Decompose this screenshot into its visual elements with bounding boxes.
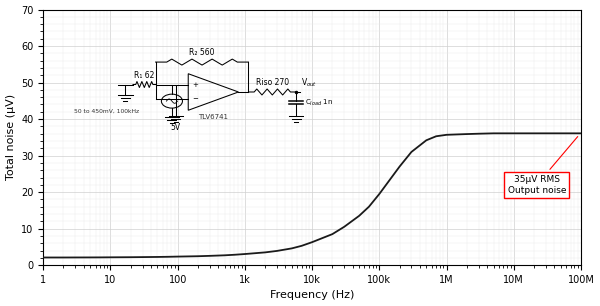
X-axis label: Frequency (Hz): Frequency (Hz) [270,290,354,300]
Y-axis label: Total noise (μV): Total noise (μV) [5,94,16,181]
Text: 35μV RMS
Output noise: 35μV RMS Output noise [508,136,578,195]
